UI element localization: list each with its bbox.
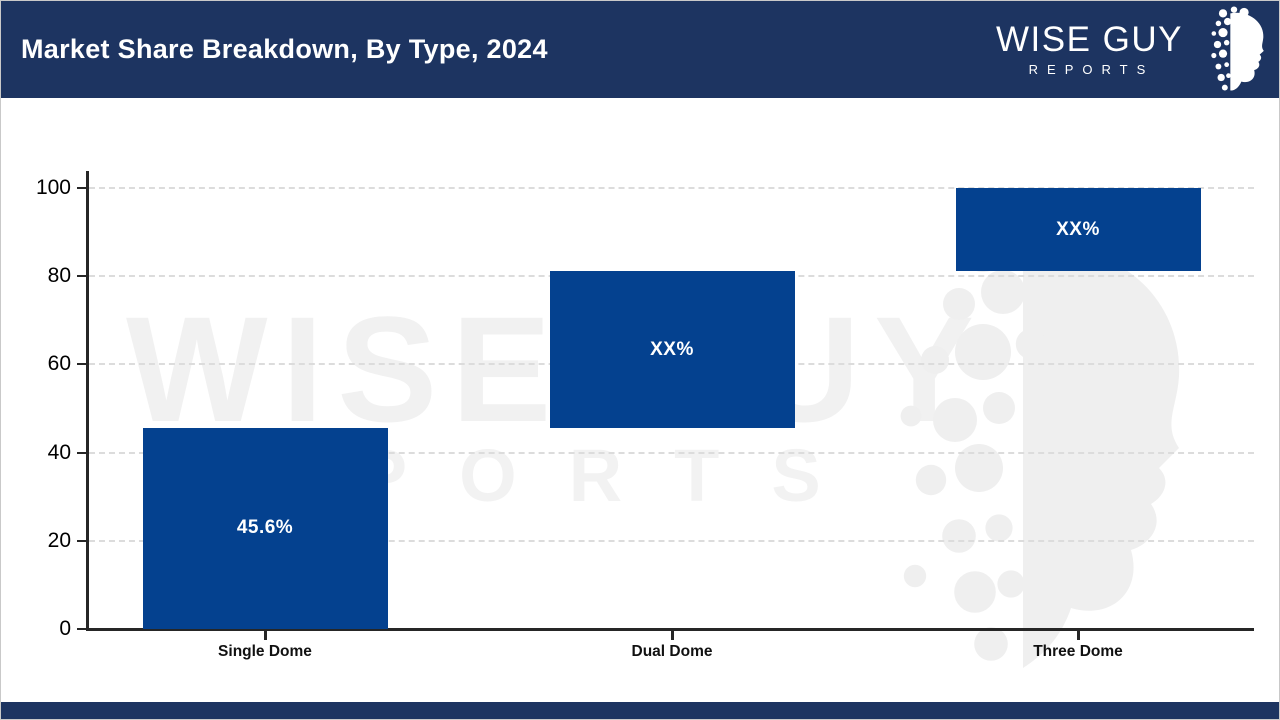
gridline-100 — [89, 187, 1254, 189]
x-category-label: Single Dome — [218, 643, 312, 660]
x-category-label: Three Dome — [1033, 643, 1123, 660]
y-tick-label: 20 — [47, 528, 71, 552]
y-tick-label: 0 — [59, 617, 71, 640]
gridline-40 — [89, 451, 1254, 454]
logo-wordmark: WISE GUY — [995, 20, 1183, 59]
bar-value-label: XX% — [650, 338, 694, 360]
chart-title: Market Share Breakdown, By Type, 2024 — [21, 34, 548, 64]
y-tick-mark — [77, 451, 87, 454]
y-tick-mark — [77, 628, 87, 630]
bar-value-label: XX% — [1056, 218, 1100, 240]
bar-value-label: 45.6% — [236, 517, 294, 539]
y-tick-mark — [77, 363, 87, 366]
x-category-label: Dual Dome — [631, 643, 713, 660]
y-tick-label: 60 — [47, 352, 71, 376]
x-tick-mark — [671, 631, 674, 640]
wiseguy-head-icon — [1211, 5, 1264, 91]
x-axis-line — [86, 628, 1254, 631]
y-tick-label: 100 — [35, 176, 71, 199]
y-tick-mark — [77, 187, 87, 189]
bar-three-dome: XX% — [955, 188, 1201, 272]
x-tick-mark — [1077, 631, 1080, 640]
y-axis-line — [86, 171, 89, 631]
footer-bar — [1, 702, 1279, 719]
y-tick-label: 40 — [47, 440, 71, 464]
header-bar: Market Share Breakdown, By Type, 2024 WI… — [1, 1, 1279, 98]
y-tick-mark — [77, 539, 87, 542]
x-tick-mark — [264, 631, 267, 640]
bar-single-dome: 45.6% — [142, 427, 388, 629]
gridline-20 — [89, 539, 1254, 542]
y-tick-mark — [77, 275, 87, 278]
logo-text: WISE GUY REPORTS — [996, 22, 1183, 77]
logo-subtitle: REPORTS — [1028, 62, 1155, 77]
wiseguy-logo: WISE GUY REPORTS — [996, 5, 1269, 94]
y-tick-label: 80 — [47, 264, 71, 288]
bar-dual-dome: XX% — [549, 271, 795, 428]
